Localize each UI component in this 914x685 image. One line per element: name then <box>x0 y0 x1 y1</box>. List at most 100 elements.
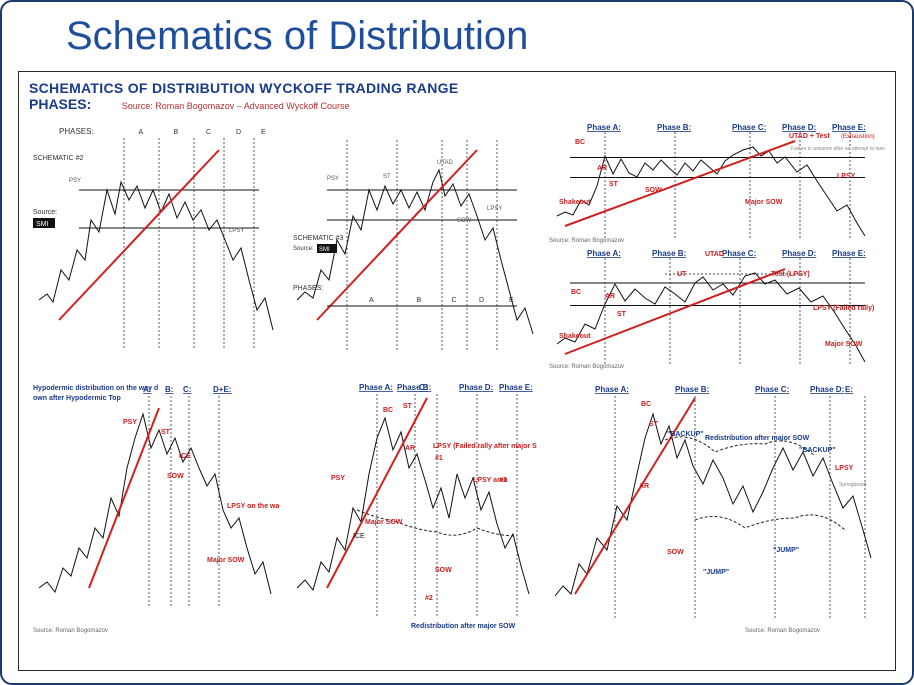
svg-text:SMI: SMI <box>36 221 49 228</box>
svg-text:Major SOW: Major SOW <box>365 519 403 526</box>
svg-text:Phase A:: Phase A: <box>587 123 621 132</box>
svg-text:Source: Roman Bogomazov: Source: Roman Bogomazov <box>745 628 820 634</box>
svg-text:#2: #2 <box>425 595 433 602</box>
svg-text:PSY: PSY <box>331 475 345 482</box>
svg-text:SCHEMATIC #3: SCHEMATIC #3 <box>293 235 344 242</box>
svg-text:own after Hypodermic Top: own after Hypodermic Top <box>33 395 121 402</box>
svg-text:D+E:: D+E: <box>213 385 231 394</box>
svg-text:ICE: ICE <box>179 453 191 460</box>
poster-title: SCHEMATICS OF DISTRIBUTION WYCKOFF TRADI… <box>29 80 885 96</box>
svg-text:ST: ST <box>649 421 659 428</box>
svg-text:PSY: PSY <box>123 419 137 426</box>
svg-text:Failure to advance after an at: Failure to advance after an attempt to l… <box>791 146 885 152</box>
svg-text:LPSY: LPSY <box>837 173 856 180</box>
svg-text:SMI: SMI <box>319 247 330 253</box>
svg-text:C: C <box>452 297 457 304</box>
svg-text:UT: UT <box>677 271 687 278</box>
svg-text:"JUMP": "JUMP" <box>703 569 729 576</box>
schematic-2-chart: PHASES:ABCDESCHEMATIC #2Source:SMIPSYLPS… <box>29 120 279 370</box>
svg-text:C:: C: <box>183 385 191 394</box>
svg-text:E: E <box>509 297 514 304</box>
svg-text:"BACKUP": "BACKUP" <box>667 431 704 438</box>
svg-text:ST: ST <box>161 429 171 436</box>
svg-text:SOW: SOW <box>435 567 452 574</box>
svg-text:ST: ST <box>403 403 413 410</box>
svg-text:Source: Roman Bogomazov: Source: Roman Bogomazov <box>549 238 624 244</box>
svg-text:B: B <box>174 129 179 136</box>
svg-text:Redistribution after major SOW: Redistribution after major SOW <box>411 623 516 630</box>
svg-text:Source: Roman Bogomazov: Source: Roman Bogomazov <box>33 628 108 634</box>
svg-text:LPSY: LPSY <box>487 206 502 212</box>
svg-text:SOW: SOW <box>645 187 662 194</box>
svg-text:LPSY on the way down: LPSY on the way down <box>227 503 279 510</box>
svg-text:Redistribution after major SOW: Redistribution after major SOW <box>705 435 810 442</box>
svg-text:Phase B:: Phase B: <box>657 123 691 132</box>
svg-text:Phase E:: Phase E: <box>832 249 866 258</box>
svg-text:#3: #3 <box>499 477 507 484</box>
utad-failed-rally-chart: Phase A:Phase B:Phase C:Phase D:Phase E:… <box>545 246 885 370</box>
svg-text:E: E <box>261 129 266 136</box>
svg-text:Phase D:: Phase D: <box>782 249 816 258</box>
svg-text:PSY: PSY <box>327 176 339 182</box>
svg-text:D: D <box>236 129 241 136</box>
right-top-column: Phase A: Phase B: Phase C: Phase D: Phase E:… <box>545 120 885 370</box>
svg-text:Phase D:: Phase D: <box>459 383 493 392</box>
svg-text:Phase A:: Phase A: <box>359 383 393 392</box>
svg-text:"BACKUP": "BACKUP" <box>799 447 836 454</box>
svg-text:Shakeout: Shakeout <box>559 333 591 340</box>
svg-text:A:: A: <box>143 385 151 394</box>
poster-source: Source: Roman Bogomazov – Advanced Wycko… <box>122 101 350 111</box>
svg-text:LPSY (Failed rally after major: LPSY (Failed rally after major SOW) <box>433 443 537 450</box>
major-sow-chart: Phase A:Phase B:C:Phase D:Phase E:PSYBCS… <box>287 378 537 638</box>
svg-text:Source: Roman Bogomazov: Source: Roman Bogomazov <box>549 364 624 370</box>
svg-text:C: C <box>206 129 211 136</box>
poster-subtitle: PHASES: <box>29 96 91 112</box>
svg-text:PSY: PSY <box>69 178 81 184</box>
svg-text:Phase A:: Phase A: <box>595 385 629 394</box>
svg-text:Phase D:: Phase D: <box>810 385 844 394</box>
charts-grid: PHASES:ABCDESCHEMATIC #2Source:SMIPSYLPS… <box>29 120 885 660</box>
svg-text:AR: AR <box>597 165 607 172</box>
schematic-3-chart: SCHEMATIC #3Source:SMIPHASES:ABCDEPSYSTU… <box>287 120 537 370</box>
svg-text:BC: BC <box>575 139 585 146</box>
svg-text:AR: AR <box>605 293 615 300</box>
svg-text:ST: ST <box>609 181 619 188</box>
svg-text:Hypodermic distribution on the: Hypodermic distribution on the way d <box>33 385 158 392</box>
svg-text:PHASES:: PHASES: <box>293 285 323 292</box>
svg-text:Source:: Source: <box>293 246 314 252</box>
svg-text:(Exhaustion): (Exhaustion) <box>841 134 875 140</box>
svg-text:AR: AR <box>639 483 649 490</box>
svg-text:Phase E:: Phase E: <box>499 383 533 392</box>
svg-text:PHASES:: PHASES: <box>59 127 94 136</box>
svg-text:Phase C:: Phase C: <box>732 123 766 132</box>
svg-text:B: B <box>417 297 422 304</box>
svg-text:UTAD: UTAD <box>705 251 724 258</box>
svg-text:Phase C:: Phase C: <box>755 385 789 394</box>
hypodermic-chart: Hypodermic distribution on the way d own … <box>29 378 279 638</box>
svg-text:C:: C: <box>419 383 427 392</box>
svg-text:BC: BC <box>641 401 651 408</box>
svg-text:B:: B: <box>165 385 173 394</box>
svg-text:UTAD: UTAD <box>437 160 454 166</box>
svg-text:LPSY: LPSY <box>835 465 854 472</box>
svg-text:SOW: SOW <box>457 218 472 224</box>
svg-text:UTAD + Test: UTAD + Test <box>789 133 830 140</box>
utad-test-chart: Phase A:Phase B:Phase C:Phase D:Phase E:… <box>545 120 885 244</box>
svg-text:ST: ST <box>383 174 391 180</box>
svg-text:Source:: Source: <box>33 209 57 216</box>
svg-text:Major SOW: Major SOW <box>825 341 863 348</box>
svg-text:Major SOW: Major SOW <box>207 557 245 564</box>
svg-text:Springboard: Springboard <box>839 482 866 488</box>
svg-text:AR: AR <box>405 445 415 452</box>
svg-text:"JUMP": "JUMP" <box>773 547 799 554</box>
svg-text:SCHEMATIC #2: SCHEMATIC #2 <box>33 155 84 162</box>
svg-text:BC: BC <box>571 289 581 296</box>
svg-text:Phase E:: Phase E: <box>832 123 866 132</box>
svg-text:D: D <box>479 297 484 304</box>
svg-text:Phase B:: Phase B: <box>675 385 709 394</box>
svg-text:A: A <box>139 129 144 136</box>
svg-text:LPSY (Failed rally): LPSY (Failed rally) <box>813 305 874 312</box>
svg-text:Test (LPSY): Test (LPSY) <box>771 271 810 278</box>
svg-text:Shakeout: Shakeout <box>559 199 591 206</box>
page-title: Schematics of Distribution <box>2 2 912 67</box>
